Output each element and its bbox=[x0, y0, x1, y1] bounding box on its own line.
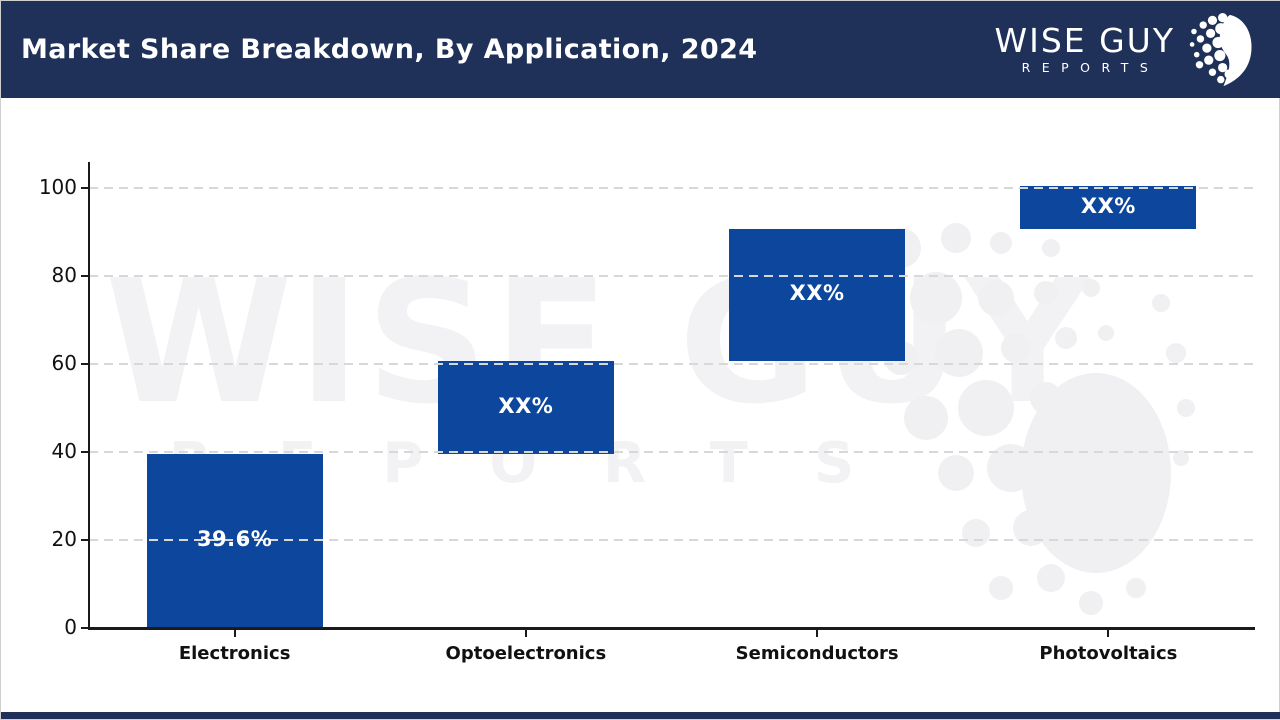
logo-word: WISE GUY bbox=[994, 20, 1175, 60]
y-axis-tick-40 bbox=[81, 451, 89, 453]
y-axis-line bbox=[88, 161, 90, 630]
bar-optoelectronics bbox=[437, 361, 614, 454]
category-label-optoelectronics: Optoelectronics bbox=[445, 643, 607, 664]
bar-photovoltaics bbox=[1020, 186, 1197, 229]
x-axis-tick-optoelectronics bbox=[524, 630, 527, 637]
gridline-20 bbox=[89, 539, 1254, 541]
chart-title: Market Share Breakdown, By Application, … bbox=[21, 34, 758, 65]
y-axis-tick-60 bbox=[81, 363, 89, 365]
x-axis-line bbox=[88, 627, 1255, 630]
category-label-photovoltaics: Photovoltaics bbox=[1039, 643, 1178, 664]
footer-bar bbox=[1, 712, 1280, 719]
wiseguy-logo: WISE GUY REPORTS bbox=[994, 11, 1255, 89]
y-axis-tick-label-60: 60 bbox=[51, 351, 77, 375]
bar-value-label-electronics: 39.6% bbox=[196, 526, 273, 551]
gridline-80 bbox=[89, 275, 1254, 277]
bar-value-label-semiconductors: XX% bbox=[789, 281, 845, 306]
logo-face-icon bbox=[1189, 12, 1252, 86]
bar-value-label-photovoltaics: XX% bbox=[1080, 193, 1136, 218]
bar-value-label-optoelectronics: XX% bbox=[498, 393, 554, 418]
gridline-100 bbox=[89, 187, 1254, 189]
gridline-40 bbox=[89, 451, 1254, 453]
category-label-electronics: Electronics bbox=[178, 643, 291, 664]
logo-wordmark: WISE GUY REPORTS bbox=[994, 20, 1175, 75]
y-axis-tick-label-80: 80 bbox=[51, 263, 77, 287]
y-axis-tick-label-40: 40 bbox=[51, 439, 77, 463]
y-axis-tick-label-0: 0 bbox=[64, 615, 77, 639]
x-axis-tick-electronics bbox=[233, 630, 236, 637]
header-banner: Market Share Breakdown, By Application, … bbox=[1, 1, 1280, 98]
plot-area: WISE GUY REPORTS 0 20 40 60 80 100 39.6% Electr… bbox=[1, 98, 1280, 714]
y-axis-tick-label-100: 100 bbox=[38, 175, 77, 199]
gridline-60 bbox=[89, 363, 1254, 365]
y-axis-tick-80 bbox=[81, 275, 89, 277]
bar-semiconductors bbox=[729, 228, 906, 362]
y-axis-tick-100 bbox=[81, 187, 89, 189]
logo-subtitle: REPORTS bbox=[1021, 60, 1160, 76]
category-label-semiconductors: Semiconductors bbox=[735, 643, 899, 664]
x-axis-tick-semiconductors bbox=[816, 630, 819, 637]
x-axis-tick-photovoltaics bbox=[1107, 630, 1110, 637]
y-axis-tick-20 bbox=[81, 539, 89, 541]
y-axis-tick-0 bbox=[81, 627, 89, 629]
y-axis-tick-label-20: 20 bbox=[51, 527, 77, 551]
